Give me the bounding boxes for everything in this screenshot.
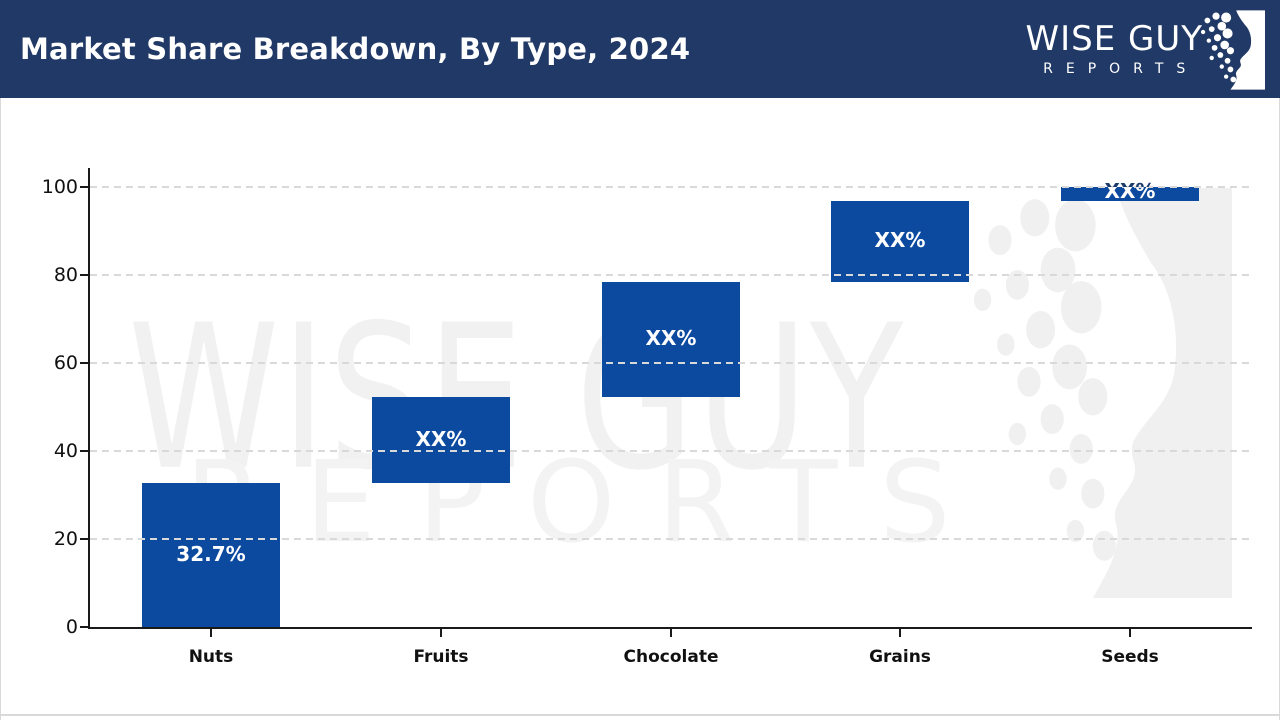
watermark-text-reports: REPORTS (185, 438, 993, 568)
y-tick-label: 80 (53, 264, 78, 286)
y-tick (80, 450, 88, 452)
x-tick (440, 629, 442, 637)
gridline (90, 362, 1252, 364)
y-tick (80, 362, 88, 364)
gridline (90, 186, 1252, 188)
gridline (90, 538, 1252, 540)
gridline (90, 450, 1252, 452)
bottom-divider (0, 714, 1280, 716)
bar-seeds (1061, 187, 1199, 201)
y-tick (80, 538, 88, 540)
brand-wordmark: WISE GUY REPORTS (1025, 19, 1203, 76)
bar-value-label: XX% (645, 326, 697, 351)
x-tick (670, 629, 672, 637)
bar-value-label: 32.7% (176, 542, 246, 567)
bar-value-label-overflow: XX% (1104, 178, 1156, 203)
chart-title: Market Share Breakdown, By Type, 2024 (20, 32, 691, 66)
bar-value-label: XX% (874, 228, 926, 253)
bar-value-label: XX% (1104, 187, 1156, 201)
y-tick-label: 0 (65, 616, 78, 638)
y-tick-label: 20 (53, 528, 78, 550)
x-tick (1129, 629, 1131, 637)
bar-fruits: XX% (372, 396, 510, 484)
bar-value-label-clip: XX% (1061, 187, 1199, 201)
x-axis-label-seeds: Seeds (1101, 647, 1159, 667)
x-axis-label-chocolate: Chocolate (623, 647, 719, 667)
y-axis-spine (88, 168, 90, 629)
y-tick (80, 186, 88, 188)
bar-grains: XX% (831, 200, 969, 283)
y-tick-label: 60 (53, 352, 78, 374)
x-axis-label-grains: Grains (869, 647, 931, 667)
brand-face-icon (1200, 10, 1265, 90)
y-tick (80, 274, 88, 276)
brand-logo: WISE GUY REPORTS (1015, 6, 1265, 94)
x-tick (899, 629, 901, 637)
y-tick-label: 40 (53, 440, 78, 462)
brand-name: WISE GUY (1025, 19, 1203, 59)
x-axis-spine (88, 627, 1252, 629)
watermark-text: WISE GUY (128, 282, 905, 514)
x-tick (210, 629, 212, 637)
watermark-face-icon (973, 188, 1232, 598)
brand-subtitle: REPORTS (1043, 60, 1199, 77)
x-axis-label-nuts: Nuts (188, 647, 234, 667)
bar-chocolate: XX% (602, 282, 740, 397)
header-banner: Market Share Breakdown, By Type, 2024 WI… (0, 0, 1280, 98)
x-axis-label-fruits: Fruits (413, 647, 469, 667)
bar-value-label: XX% (415, 426, 467, 451)
y-tick-label: 100 (41, 176, 78, 198)
bar-nuts: 32.7% (142, 483, 280, 627)
gridline (90, 274, 1252, 276)
y-tick (80, 626, 88, 628)
